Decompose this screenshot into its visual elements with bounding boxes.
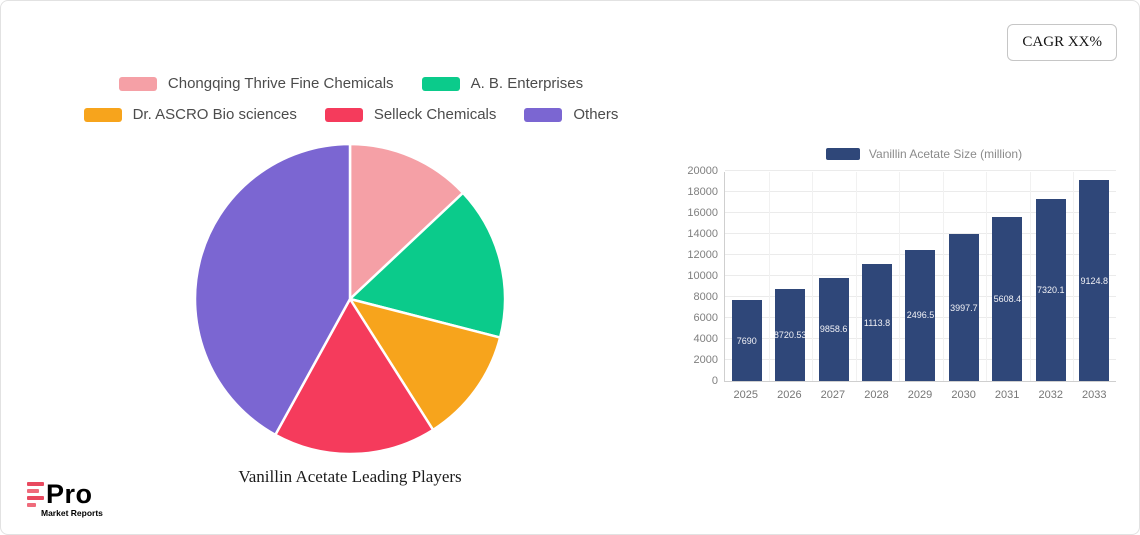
bar-value-label: 7690 <box>736 335 757 346</box>
logo-title: Pro <box>46 479 93 509</box>
legend-swatch <box>524 107 563 122</box>
bar-slot-2027: 9858.6 <box>812 172 855 381</box>
gridline <box>725 212 1116 213</box>
bar-2032: 7320.1 <box>1035 199 1066 381</box>
legend-label: Others <box>573 106 619 123</box>
gridline <box>725 233 1116 234</box>
bar-value-label: 9858.6 <box>819 324 848 335</box>
bar-slot-2031: 5608.4 <box>986 172 1029 381</box>
legend-label: Dr. ASCRO Bio sciences <box>132 106 297 123</box>
pie-legend: Chongqing Thrive Fine Chemicals A. B. Ent… <box>56 75 646 123</box>
vertical-gridline <box>768 172 770 381</box>
bar-2025: 7690 <box>731 300 762 381</box>
legend-swatch <box>83 107 122 122</box>
bar-slot-2033: 9124.8 <box>1073 172 1116 381</box>
bar-xticks: 2025 2026 2027 2028 2029 2030 2031 2032 2033 <box>724 389 1116 401</box>
legend-label: Chongqing Thrive Fine Chemicals <box>167 75 394 92</box>
gridline <box>725 170 1116 171</box>
bar-value-label: 8720.53 <box>775 330 806 341</box>
vertical-gridline <box>1029 172 1031 381</box>
bar-value-label: 5608.4 <box>993 294 1022 305</box>
pie-legend-item-3[interactable]: Selleck Chemicals <box>324 106 497 123</box>
y-tick-label: 4000 <box>693 333 718 345</box>
vertical-gridline <box>1073 172 1075 381</box>
x-tick-label: 2032 <box>1038 389 1063 401</box>
bar-2031: 5608.4 <box>992 217 1023 381</box>
legend-swatch <box>118 76 157 91</box>
bar-value-label: 1113.8 <box>863 317 891 328</box>
legend-swatch <box>324 107 363 122</box>
vertical-gridline <box>942 172 944 381</box>
pie-chart <box>193 142 507 456</box>
bar-slot-2029: 2496.5 <box>899 172 942 381</box>
x-tick-label: 2033 <box>1082 389 1107 401</box>
x-tick-label: 2026 <box>777 389 802 401</box>
pie-caption: Vanillin Acetate Leading Players <box>238 467 462 486</box>
logo: Pro Market Reports <box>27 479 103 518</box>
bar-slot-2032: 7320.1 <box>1029 172 1072 381</box>
logo-subtitle: Market Reports <box>41 508 103 518</box>
vertical-gridline <box>855 172 857 381</box>
bar-2033: 9124.8 <box>1079 180 1110 381</box>
y-tick-label: 2000 <box>693 354 718 366</box>
x-tick-label: 2029 <box>907 389 933 401</box>
bar-legend-label: Vanillin Acetate Size (million) <box>868 147 1023 161</box>
bar-2029: 2496.5 <box>905 249 936 381</box>
y-tick-label: 12000 <box>687 249 718 261</box>
y-tick-label: 16000 <box>687 207 718 219</box>
legend-label: Selleck Chemicals <box>373 106 497 123</box>
y-tick-label: 10000 <box>687 270 718 282</box>
pie-legend-item-1[interactable]: A. B. Enterprises <box>421 75 584 92</box>
y-tick-label: 18000 <box>687 186 718 198</box>
pie-legend-item-2[interactable]: Dr. ASCRO Bio sciences <box>83 106 297 123</box>
x-tick-label: 2027 <box>820 389 846 401</box>
bar-slot-2028: 1113.8 <box>855 172 898 381</box>
pie-legend-item-0[interactable]: Chongqing Thrive Fine Chemicals <box>118 75 394 92</box>
gridline <box>725 191 1116 192</box>
y-tick-label: 8000 <box>693 291 718 303</box>
vertical-gridline <box>812 172 814 381</box>
bar-value-label: 3997.7 <box>950 302 978 313</box>
pie-slice-2 <box>348 297 502 432</box>
bar-2030: 3997.7 <box>948 234 979 381</box>
bar-2028: 1113.8 <box>862 264 893 381</box>
x-tick-label: 2030 <box>951 389 976 401</box>
bar-2026: 8720.53 <box>775 289 806 381</box>
y-tick-label: 20000 <box>687 165 718 177</box>
bar-slot-2030: 3997.7 <box>942 172 985 381</box>
bar-legend-swatch <box>825 148 860 160</box>
pie-slice-1 <box>348 191 507 339</box>
pie-slice-0 <box>348 142 465 301</box>
pie-slice-3 <box>274 297 435 456</box>
vertical-gridline <box>899 172 901 381</box>
x-tick-label: 2031 <box>994 389 1020 401</box>
y-tick-label: 6000 <box>693 312 718 324</box>
bar-value-label: 9124.8 <box>1080 275 1108 286</box>
pie-legend-item-4[interactable]: Others <box>524 106 618 123</box>
bar-chart-section: Vanillin Acetate Size (million) 0 2000 400… <box>678 147 1124 401</box>
bar-value-label: 7320.1 <box>1037 285 1065 296</box>
bar-plot: 0 2000 4000 6000 8000 10000 12000 14000 16000 180… <box>687 165 1116 387</box>
cagr-badge: CAGR XX% <box>1007 24 1117 61</box>
logo-bars-icon <box>27 482 44 507</box>
bar-legend[interactable]: Vanillin Acetate Size (million) <box>724 147 1124 161</box>
pie-slice-4 <box>193 142 352 437</box>
legend-swatch <box>421 76 460 91</box>
bar-value-label: 2496.5 <box>906 310 935 321</box>
vertical-gridline <box>986 172 988 381</box>
bar-slot-2026: 8720.53 <box>768 172 811 381</box>
x-tick-label: 2025 <box>733 389 759 401</box>
bars: 7690 8720.53 9858.6 1113.8 2496.5 3997.7 5608.… <box>725 172 1116 381</box>
y-tick-label: 0 <box>711 375 718 387</box>
bar-plot-wrap: 0 2000 4000 6000 8000 10000 12000 14000 16000 180… <box>687 165 1124 401</box>
y-tick-label: 14000 <box>687 228 718 240</box>
legend-label: A. B. Enterprises <box>470 75 584 92</box>
bar-slot-2025: 7690 <box>725 172 768 381</box>
x-tick-label: 2028 <box>864 389 889 401</box>
bar-2027: 9858.6 <box>818 277 849 381</box>
